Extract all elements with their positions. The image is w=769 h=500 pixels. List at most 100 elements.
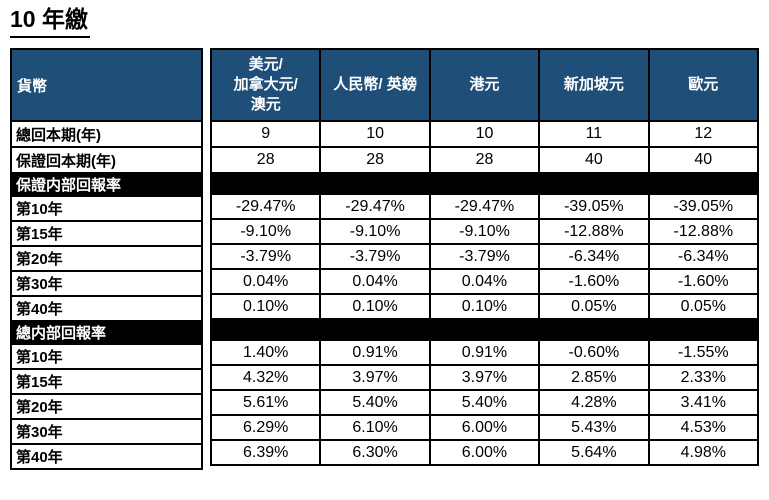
table-row: 第20年 <box>10 393 203 420</box>
data-cell: -9.10% <box>209 218 322 245</box>
data-cell: 11 <box>538 120 650 148</box>
data-cell: 0.10% <box>319 293 431 320</box>
data-cell: 0.10% <box>428 293 541 320</box>
data-cell: -1.55% <box>647 339 760 366</box>
row-label-cell: 第15年 <box>10 220 203 247</box>
table-row: 6.29% 6.10% 6.00% 5.43% 4.53% <box>209 414 760 441</box>
data-cell: 3.97% <box>428 364 541 391</box>
section-row: 保證内部回報率 <box>10 172 203 197</box>
row-label-column-body: 貨幣 總回本期(年) 保證回本期(年) 保證内部回報率 第10年 第15年 第20年 第30… <box>10 48 203 470</box>
table-header-row: 美元/ 加拿大元/ 澳元 人民幣/ 英鎊 港元 新加坡元 歐元 <box>209 48 760 122</box>
row-label-cell: 第15年 <box>10 368 203 395</box>
table-row: 4.32% 3.97% 3.97% 2.85% 2.33% <box>209 364 760 391</box>
data-cell: 5.61% <box>209 389 322 416</box>
data-cell: 6.00% <box>428 414 541 441</box>
row-label-cell: 第40年 <box>10 295 203 322</box>
data-cell: 4.98% <box>647 439 760 466</box>
data-columns-table: 美元/ 加拿大元/ 澳元 人民幣/ 英鎊 港元 新加坡元 歐元 9 10 10 11 1… <box>209 48 760 466</box>
table-row: 第15年 <box>10 368 203 395</box>
data-cell: 3.41% <box>647 389 760 416</box>
data-cell: 5.40% <box>319 389 431 416</box>
data-cell: 9 <box>209 120 322 148</box>
table-row: 保證回本期(年) <box>10 146 203 174</box>
table-row: 5.61% 5.40% 5.40% 4.28% 3.41% <box>209 389 760 416</box>
data-cell: 3.97% <box>319 364 431 391</box>
row-label-cell: 第30年 <box>10 270 203 297</box>
row-label-cell: 保證回本期(年) <box>10 146 203 174</box>
row-label-cell: 第40年 <box>10 443 203 470</box>
table-row: 第30年 <box>10 418 203 445</box>
currency-column-header: 人民幣/ 英鎊 <box>319 48 431 122</box>
data-cell: 4.32% <box>209 364 322 391</box>
table-header-row: 貨幣 <box>10 48 203 122</box>
data-cell: -1.60% <box>647 268 760 295</box>
data-cell: -12.88% <box>538 218 650 245</box>
data-cell: 1.40% <box>209 339 322 366</box>
data-cell: -3.79% <box>209 243 322 270</box>
row-label-cell: 總回本期(年) <box>10 120 203 148</box>
data-cell: 28 <box>319 146 431 174</box>
data-cell: -9.10% <box>319 218 431 245</box>
table-row: -9.10% -9.10% -9.10% -12.88% -12.88% <box>209 218 760 245</box>
data-cell: -3.79% <box>428 243 541 270</box>
data-cell: 2.33% <box>647 364 760 391</box>
data-cell: 0.05% <box>647 293 760 320</box>
currency-column-header: 港元 <box>428 48 541 122</box>
table-row: 第10年 <box>10 343 203 370</box>
data-cell: -29.47% <box>209 193 322 220</box>
data-cell: 6.29% <box>209 414 322 441</box>
data-cell: 0.04% <box>428 268 541 295</box>
section-header-cell: 總内部回報率 <box>10 320 203 345</box>
data-cell: 0.91% <box>319 339 431 366</box>
table-row: 9 10 10 11 12 <box>209 120 760 148</box>
data-cell: 28 <box>428 146 541 174</box>
data-cell: -3.79% <box>319 243 431 270</box>
section-row: 總内部回報率 <box>10 320 203 345</box>
table-row: 28 28 28 40 40 <box>209 146 760 174</box>
currency-column-header: 歐元 <box>647 48 760 122</box>
data-cell: -12.88% <box>647 218 760 245</box>
data-cell: -1.60% <box>538 268 650 295</box>
table-row: 總回本期(年) <box>10 120 203 148</box>
table-row: 第40年 <box>10 295 203 322</box>
currency-corner-header-cell: 貨幣 <box>10 48 203 122</box>
table-row: 第15年 <box>10 220 203 247</box>
table-row: 0.04% 0.04% 0.04% -1.60% -1.60% <box>209 268 760 295</box>
data-cell: -29.47% <box>319 193 431 220</box>
data-cell: 4.28% <box>538 389 650 416</box>
data-cell: 5.40% <box>428 389 541 416</box>
currency-column-header: 美元/ 加拿大元/ 澳元 <box>209 48 322 122</box>
section-row <box>210 318 759 341</box>
data-cell: 0.10% <box>209 293 322 320</box>
data-cell: 6.30% <box>319 439 431 466</box>
data-cell: 0.04% <box>209 268 322 295</box>
currency-column-header: 新加坡元 <box>538 48 650 122</box>
data-cell: 5.64% <box>538 439 650 466</box>
data-cell: 40 <box>538 146 650 174</box>
data-cell: 0.05% <box>538 293 650 320</box>
table-row: 第10年 <box>10 195 203 222</box>
row-label-cell: 第30年 <box>10 418 203 445</box>
data-cell: -39.05% <box>538 193 650 220</box>
page-title: 10 年繳 <box>10 5 90 38</box>
data-cell: 4.53% <box>647 414 760 441</box>
table-row: 第20年 <box>10 245 203 272</box>
table-row: -3.79% -3.79% -3.79% -6.34% -6.34% <box>209 243 760 270</box>
data-cell: 12 <box>647 120 760 148</box>
row-label-cell: 第20年 <box>10 245 203 272</box>
data-cell: 28 <box>209 146 322 174</box>
section-header-cell: 保證内部回報率 <box>10 172 203 197</box>
data-cell: -6.34% <box>647 243 760 270</box>
data-cell: 6.39% <box>209 439 322 466</box>
row-label-cell: 第20年 <box>10 393 203 420</box>
section-row <box>210 172 759 195</box>
section-bar <box>210 318 759 341</box>
table-row: 0.10% 0.10% 0.10% 0.05% 0.05% <box>209 293 760 320</box>
data-cell: 6.00% <box>428 439 541 466</box>
data-cell: 0.04% <box>319 268 431 295</box>
data-cell: -39.05% <box>647 193 760 220</box>
row-label-cell: 第10年 <box>10 343 203 370</box>
data-cell: 0.91% <box>428 339 541 366</box>
data-cell: -6.34% <box>538 243 650 270</box>
